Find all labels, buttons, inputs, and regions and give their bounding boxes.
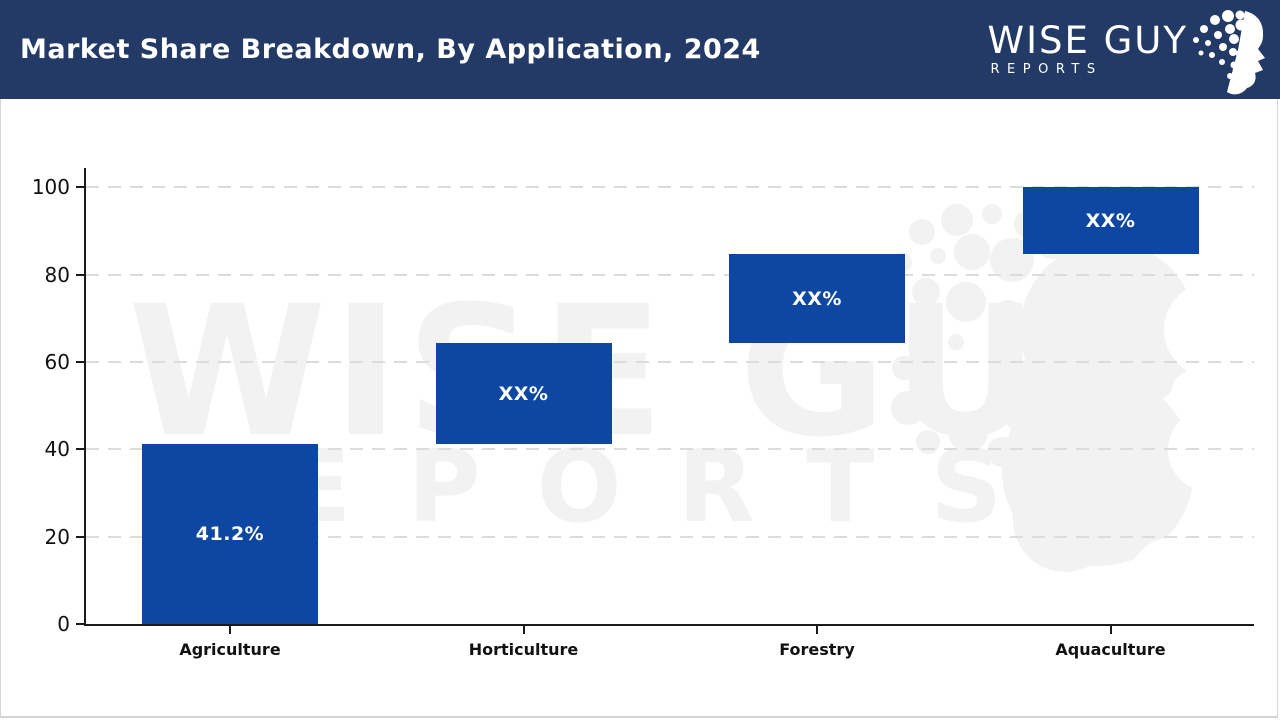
- wise-guy-reports-logo: WISE GUY REPORTS: [988, 10, 1266, 96]
- y-tick-label: 40: [44, 437, 70, 462]
- y-tick-label: 80: [44, 262, 70, 287]
- logo-text: WISE GUY REPORTS: [988, 22, 1188, 77]
- y-tick-80: [76, 273, 84, 276]
- bar-agriculture: 41.2%: [142, 444, 318, 624]
- y-tick-60: [76, 360, 84, 363]
- gridline-y20: [86, 535, 1254, 538]
- gridline-y80: [86, 273, 1254, 276]
- y-tick-label: 100: [31, 175, 70, 200]
- bar-value-label: XX%: [792, 287, 842, 310]
- x-tick-horticulture: [522, 626, 525, 634]
- y-tick-label: 20: [44, 524, 70, 549]
- gridline-y100: [86, 186, 1254, 189]
- chart-title: Market Share Breakdown, By Application, …: [20, 34, 761, 65]
- bar-aquaculture: XX%: [1022, 187, 1199, 255]
- x-category-label: Aquaculture: [1055, 640, 1166, 659]
- x-axis-line: [84, 624, 1254, 626]
- y-tick-label: 60: [44, 349, 70, 374]
- x-category-label: Agriculture: [179, 640, 281, 659]
- y-tick-40: [76, 448, 84, 451]
- y-tick-20: [76, 535, 84, 538]
- logo-subtitle: REPORTS: [990, 62, 1103, 77]
- watermark-face-icon: [884, 204, 1260, 618]
- x-tick-aquaculture: [1109, 626, 1112, 634]
- x-tick-forestry: [816, 626, 818, 634]
- y-tick-0: [76, 623, 84, 625]
- y-axis-line: [84, 168, 86, 626]
- x-category-label: Forestry: [779, 640, 855, 659]
- bar-value-label: XX%: [1085, 209, 1136, 232]
- y-tick-100: [76, 186, 84, 189]
- gridline-y60: [86, 360, 1254, 363]
- bar-horticulture: XX%: [435, 343, 612, 445]
- bar-value-label: 41.2%: [195, 523, 265, 545]
- logo-wordmark: WISE GUY: [987, 19, 1188, 62]
- y-tick-label: 0: [57, 612, 70, 636]
- bar-value-label: XX%: [498, 382, 549, 405]
- bar-forestry: XX%: [729, 254, 905, 344]
- dotted-face-icon: [1193, 10, 1265, 95]
- gridline-y40: [86, 448, 1254, 451]
- x-category-label: Horticulture: [468, 640, 579, 659]
- x-tick-agriculture: [229, 626, 231, 634]
- header-bar: Market Share Breakdown, By Application, …: [0, 0, 1280, 99]
